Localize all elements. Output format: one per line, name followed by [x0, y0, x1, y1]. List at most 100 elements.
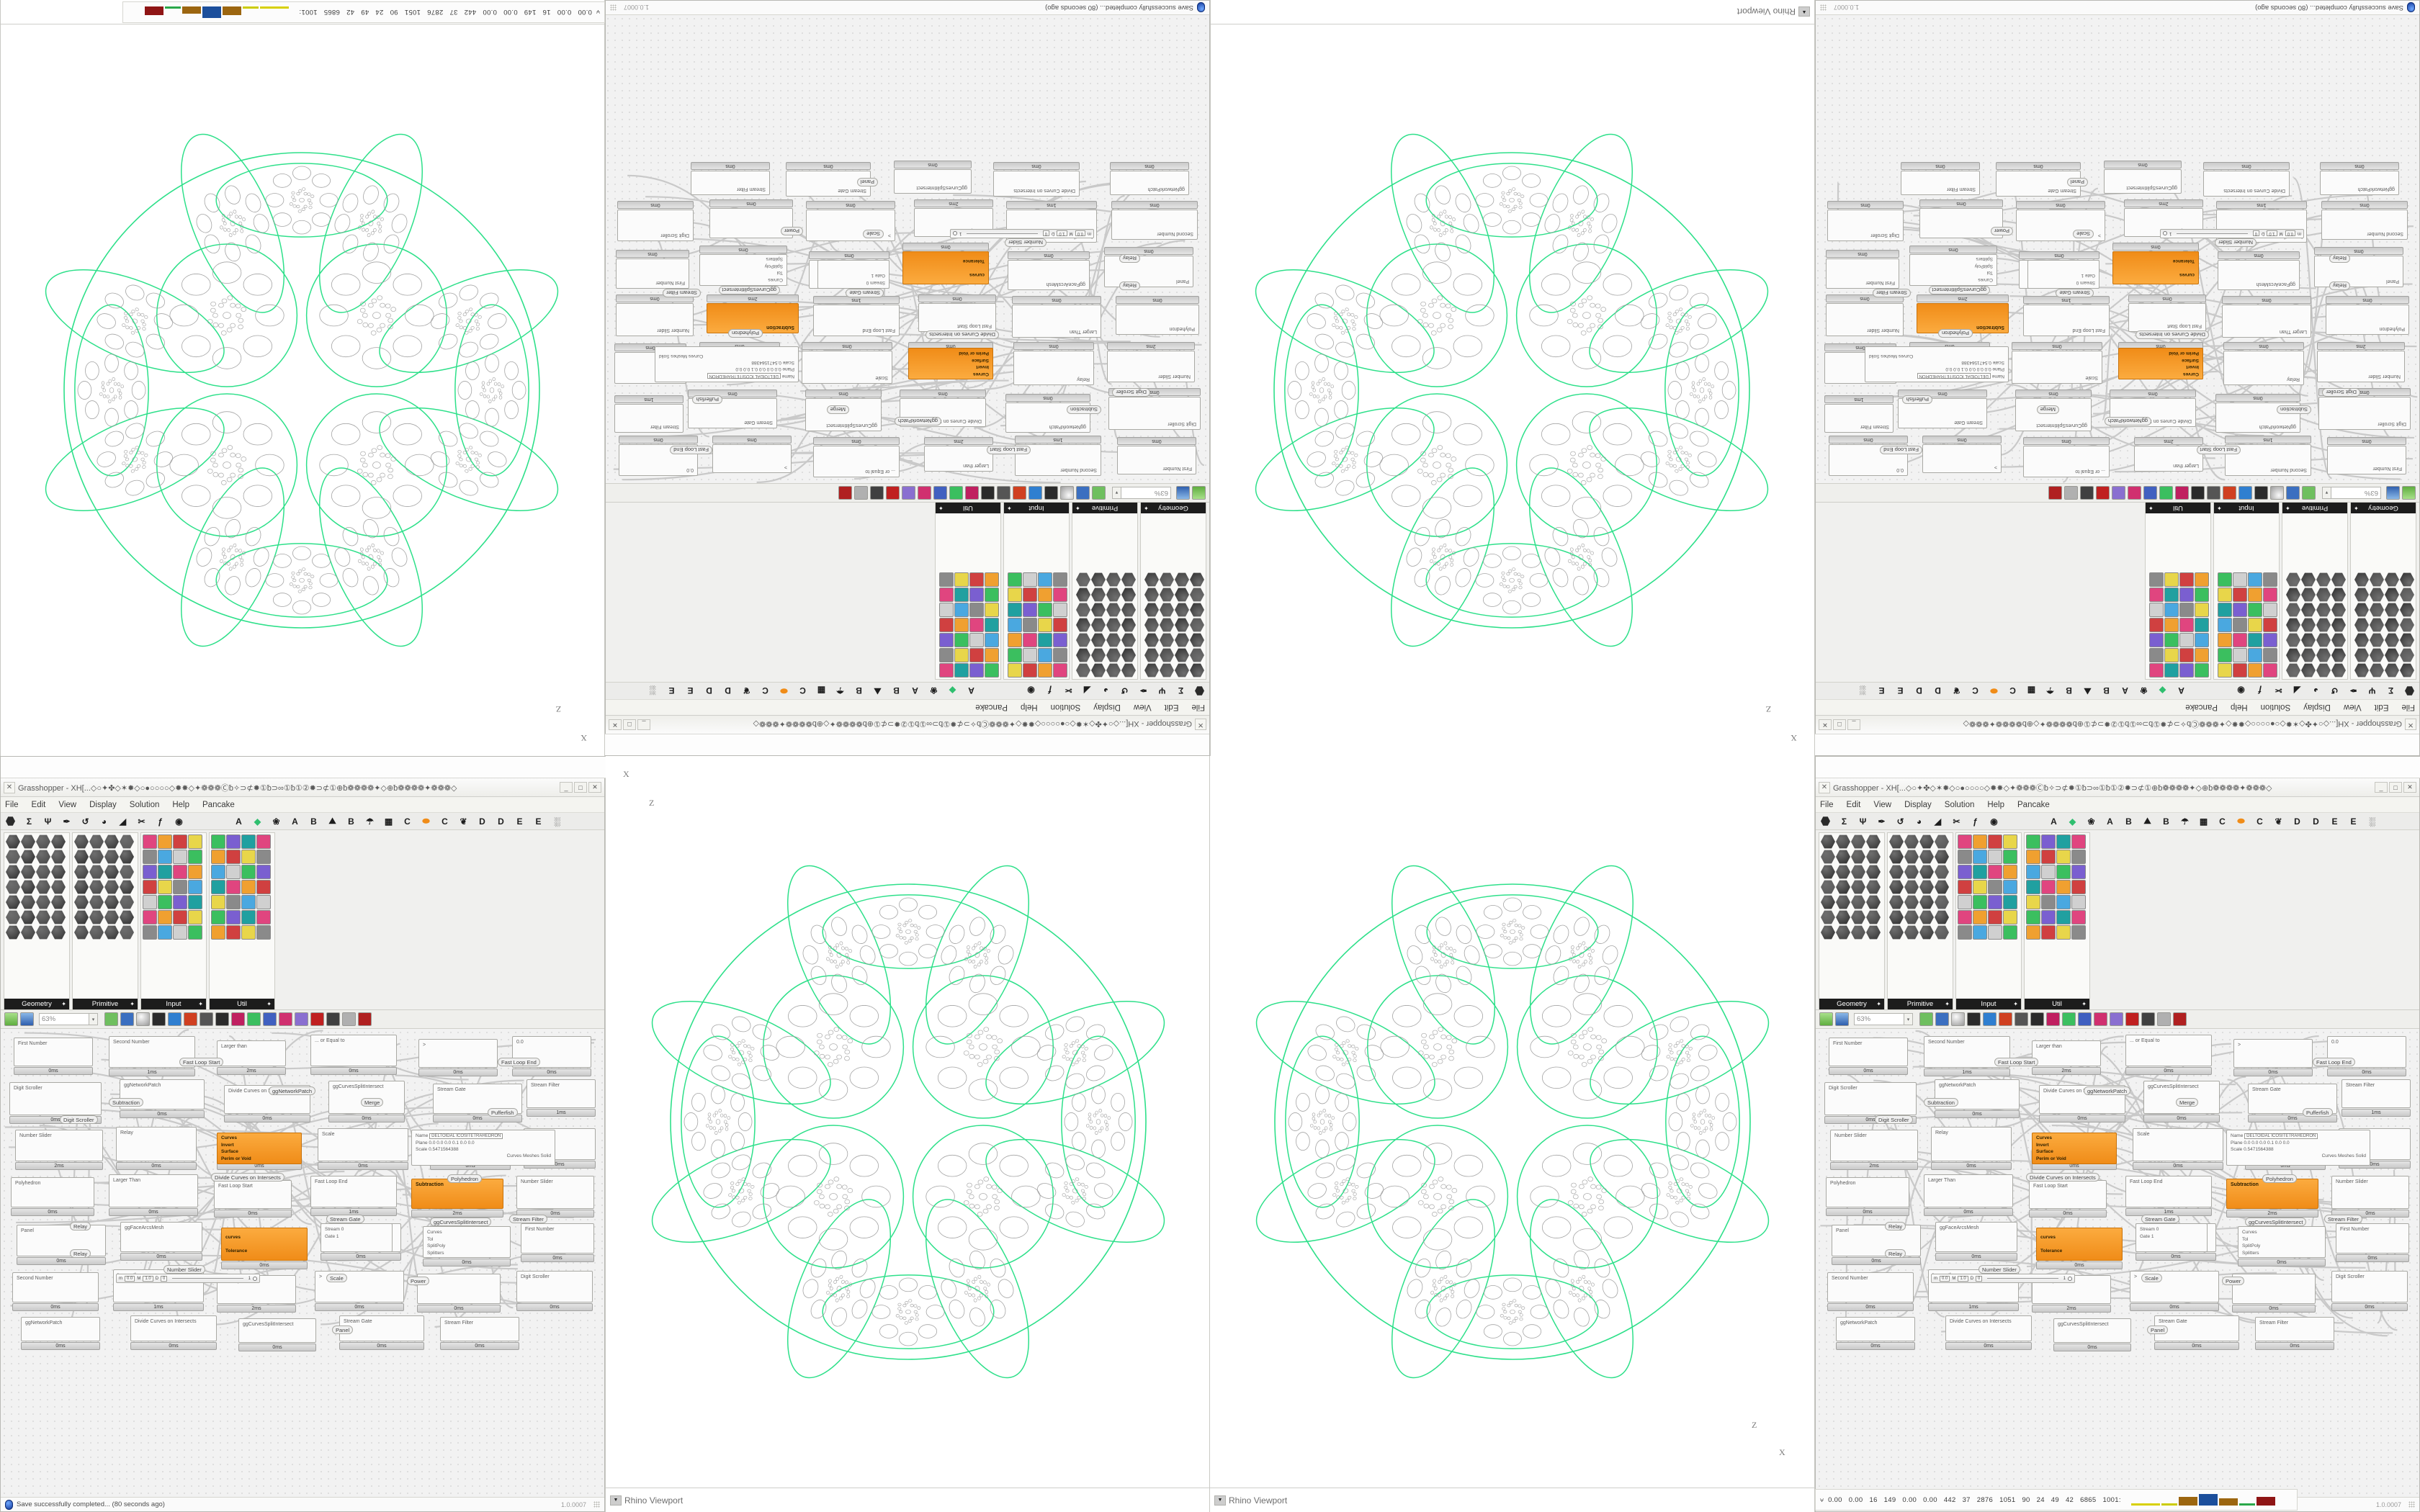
relay-component-0[interactable]: Relay	[1119, 282, 1140, 290]
palette-component-icon[interactable]	[173, 925, 187, 940]
palette-component-icon[interactable]	[51, 850, 66, 864]
palette-expand-icon[interactable]: ✦	[1876, 1001, 1881, 1007]
palette-component-icon[interactable]	[1935, 880, 1949, 894]
maximize-button[interactable]: □	[2389, 782, 2402, 793]
doc-icon[interactable]	[200, 1012, 213, 1026]
slider-knob[interactable]	[253, 1276, 257, 1281]
palette-component-icon[interactable]	[1023, 633, 1037, 647]
gh-input-gate[interactable]: Gate 1	[871, 273, 885, 278]
palette-component-icon[interactable]	[256, 834, 271, 849]
palette-component-icon[interactable]	[2056, 850, 2071, 864]
palette-component-icon[interactable]	[969, 572, 984, 587]
palette-component-icon[interactable]	[2248, 663, 2262, 678]
palette-component-icon[interactable]	[1889, 925, 1904, 940]
palette-component-icon[interactable]	[1053, 648, 1067, 662]
lightbulb-icon[interactable]	[949, 486, 963, 500]
viewport-spinner-2[interactable]: ▲	[1798, 6, 1810, 17]
package-icon[interactable]	[2046, 1012, 2060, 1026]
ribbon-quick-3[interactable]: A	[912, 685, 918, 696]
relay-component-1[interactable]: Relay	[70, 1249, 91, 1258]
search-icon[interactable]	[215, 1012, 229, 1026]
ribbon-tab-7[interactable]: ✂	[138, 816, 145, 827]
gh-component[interactable]: ggCurvesSplitIntersect	[2015, 398, 2092, 431]
ribbon-tab-9[interactable]: ◉	[2237, 685, 2245, 696]
color-icon[interactable]	[342, 1012, 356, 1026]
palette-component-icon[interactable]	[2331, 648, 2346, 662]
gh-component[interactable]: First Number	[1826, 258, 1899, 289]
palette-component-icon[interactable]	[1076, 572, 1090, 587]
palette-expand-icon[interactable]: ✦	[130, 1001, 135, 1007]
palette-component-icon[interactable]	[1160, 633, 1174, 647]
palette-group-label-input[interactable]: Input ✦	[2214, 503, 2279, 513]
palette-expand-icon[interactable]: ✦	[2081, 1001, 2087, 1007]
close-icon[interactable]: ✕	[4, 781, 15, 793]
palette-component-icon[interactable]	[1821, 834, 1835, 849]
gh-input-stream[interactable]: Stream 0	[866, 280, 885, 285]
wireframe-icon[interactable]	[263, 1012, 277, 1026]
gh-component[interactable]: Divide Curves on Intersects	[993, 171, 1080, 197]
palette-component-icon[interactable]	[2179, 648, 2194, 662]
palette-component-icon[interactable]	[1160, 572, 1174, 587]
chevron-down-icon[interactable]: ▾	[89, 1013, 98, 1025]
palette-component-icon[interactable]	[2179, 588, 2194, 602]
palette-component-icon[interactable]	[2263, 572, 2277, 587]
palette-component-icon[interactable]	[1038, 648, 1052, 662]
gh-input-splitpoly[interactable]: SplitPoly	[2242, 1243, 2261, 1248]
palette-component-icon[interactable]	[985, 603, 999, 617]
palette-component-icon[interactable]	[2056, 925, 2071, 940]
gh-component[interactable]: First Number	[2336, 1223, 2409, 1254]
viewport-spinner-4[interactable]: ▼	[1214, 1495, 1226, 1506]
palette-component-icon[interactable]	[21, 850, 35, 864]
palette-component-icon[interactable]	[1038, 633, 1052, 647]
ribbon-quick-2[interactable]: ❀	[2140, 685, 2148, 696]
palette-component-icon[interactable]	[2041, 925, 2056, 940]
ribbon-quick-2[interactable]: ❀	[2087, 816, 2095, 827]
ribbon-tab-9[interactable]: ◉	[1990, 816, 1998, 827]
gh-component[interactable]: Number Slider	[1826, 303, 1904, 336]
ribbon-tab-5[interactable]: ◕	[101, 816, 107, 827]
gh-input-tolerance[interactable]: Tolerance	[2040, 1248, 2063, 1254]
palette-expand-icon[interactable]: ✦	[1075, 505, 1080, 511]
palette-component-icon[interactable]	[256, 850, 271, 864]
ribbon-tab-8[interactable]: ƒ	[2257, 685, 2262, 696]
palette-component-icon[interactable]	[985, 663, 999, 678]
profiler-icon[interactable]	[1044, 486, 1058, 500]
palette-component-icon[interactable]	[1023, 572, 1037, 587]
ribbon-tab-params-icon[interactable]	[5, 816, 16, 827]
palette-component-icon[interactable]	[2056, 910, 2071, 924]
palette-component-icon[interactable]	[2385, 618, 2399, 632]
gh-input-stream[interactable]: Stream 0	[2140, 1227, 2159, 1232]
gh-component[interactable]: >	[418, 1039, 498, 1068]
ribbon-quick-8[interactable]: ▦	[2199, 816, 2208, 827]
palette-component-icon[interactable]	[21, 865, 35, 879]
palette-component-icon[interactable]	[1038, 663, 1052, 678]
gh-component[interactable]: ggCurvesSplitIntersect	[2053, 1318, 2131, 1343]
palette-component-icon[interactable]	[241, 910, 256, 924]
menu-pancake[interactable]: Pancake	[2017, 800, 2050, 809]
ribbon-quick-5[interactable]: ⛰	[874, 686, 882, 696]
gh-component[interactable]: First Number	[1117, 446, 1196, 474]
gh-input-tolerance[interactable]: Tolerance	[225, 1248, 248, 1254]
gh-component[interactable]: Relay	[116, 1127, 197, 1161]
palette-component-icon[interactable]	[1190, 633, 1204, 647]
palette-component-icon[interactable]	[2026, 925, 2040, 940]
xray-icon[interactable]	[870, 486, 884, 500]
ribbon-tab-3[interactable]: ✒	[1878, 816, 1886, 827]
ribbon-quick-3[interactable]: A	[2122, 685, 2128, 696]
palette-component-icon[interactable]	[36, 834, 50, 849]
palette-component-icon[interactable]	[1076, 633, 1090, 647]
palette-component-icon[interactable]	[2354, 603, 2369, 617]
resize-grip[interactable]	[1820, 4, 1827, 11]
palette-expand-icon[interactable]: ✦	[1144, 505, 1149, 511]
palette-component-icon[interactable]	[1121, 588, 1136, 602]
gh-component[interactable]: Larger than	[924, 446, 993, 472]
gha-icon[interactable]	[184, 1012, 197, 1026]
ribbon-quick-12[interactable]: ❦	[460, 816, 467, 827]
palette-component-icon[interactable]	[969, 663, 984, 678]
palette-component-icon[interactable]	[2149, 603, 2164, 617]
palette-component-icon[interactable]	[1988, 880, 2002, 894]
close-icon[interactable]: ✕	[1195, 719, 1206, 731]
gh-component[interactable]: Larger Than	[2222, 305, 2311, 338]
palette-component-icon[interactable]	[241, 850, 256, 864]
polyhedron-plane-row[interactable]: Plane 0.0 0.0 0.0 0.1 0.0 0.0	[2231, 1140, 2290, 1146]
